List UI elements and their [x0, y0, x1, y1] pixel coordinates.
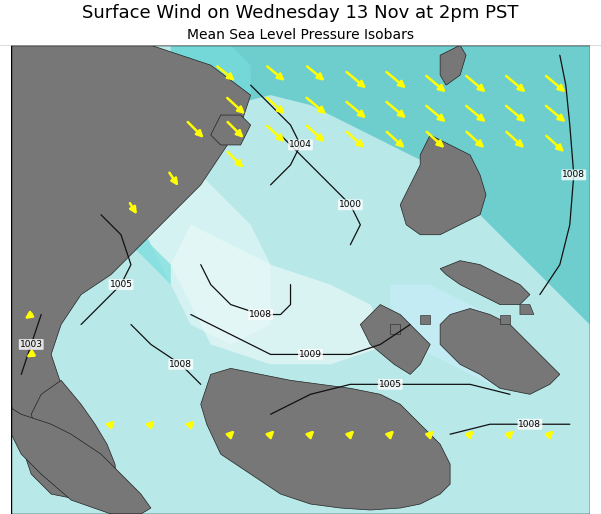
Polygon shape — [420, 315, 430, 324]
Polygon shape — [390, 285, 530, 384]
Text: 1008: 1008 — [249, 310, 272, 319]
Polygon shape — [171, 225, 390, 364]
Polygon shape — [361, 305, 430, 374]
Polygon shape — [211, 115, 251, 145]
Polygon shape — [11, 45, 251, 500]
Polygon shape — [11, 45, 590, 514]
Polygon shape — [390, 324, 400, 335]
Polygon shape — [11, 408, 151, 514]
Polygon shape — [103, 494, 111, 500]
Text: 1003: 1003 — [20, 340, 43, 349]
Text: 1004: 1004 — [289, 140, 312, 150]
Text: 1005: 1005 — [109, 280, 132, 289]
Polygon shape — [131, 145, 270, 344]
Text: Mean Sea Level Pressure Isobars: Mean Sea Level Pressure Isobars — [187, 28, 414, 42]
Text: 1008: 1008 — [563, 171, 585, 179]
Polygon shape — [31, 380, 117, 498]
Polygon shape — [500, 315, 510, 324]
Polygon shape — [440, 261, 530, 305]
Polygon shape — [440, 45, 466, 85]
Polygon shape — [520, 305, 534, 315]
Polygon shape — [400, 135, 486, 235]
Text: 1008: 1008 — [169, 360, 192, 369]
Polygon shape — [440, 308, 560, 394]
Text: 1008: 1008 — [519, 420, 542, 429]
Polygon shape — [171, 45, 590, 324]
Text: 1000: 1000 — [339, 200, 362, 209]
Text: 1009: 1009 — [299, 350, 322, 359]
Text: Surface Wind on Wednesday 13 Nov at 2pm PST: Surface Wind on Wednesday 13 Nov at 2pm … — [82, 4, 519, 22]
Polygon shape — [201, 369, 450, 510]
Text: 1005: 1005 — [379, 380, 401, 389]
Polygon shape — [111, 45, 251, 285]
